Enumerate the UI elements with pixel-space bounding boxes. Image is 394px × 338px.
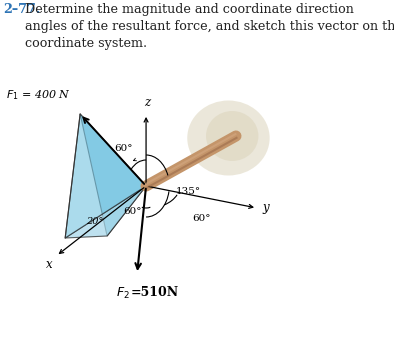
Polygon shape (80, 114, 146, 236)
Ellipse shape (187, 100, 269, 175)
Text: y: y (262, 201, 269, 215)
Text: 60°: 60° (193, 214, 211, 223)
Polygon shape (65, 186, 146, 238)
Polygon shape (65, 114, 146, 238)
Text: 60°: 60° (114, 144, 133, 153)
Text: 20°: 20° (86, 217, 104, 226)
Text: 60°: 60° (123, 207, 142, 216)
Ellipse shape (206, 111, 258, 161)
Text: $F_2$: $F_2$ (116, 286, 130, 301)
Text: x: x (46, 258, 52, 271)
Text: $F_1$ = 400 N: $F_1$ = 400 N (6, 88, 71, 102)
Text: z: z (145, 96, 151, 109)
Text: =510N: =510N (131, 286, 179, 299)
Text: Determine the magnitude and coordinate direction
angles of the resultant force, : Determine the magnitude and coordinate d… (26, 3, 394, 50)
Text: 135°: 135° (176, 187, 201, 196)
Text: 2–77.: 2–77. (3, 3, 40, 16)
